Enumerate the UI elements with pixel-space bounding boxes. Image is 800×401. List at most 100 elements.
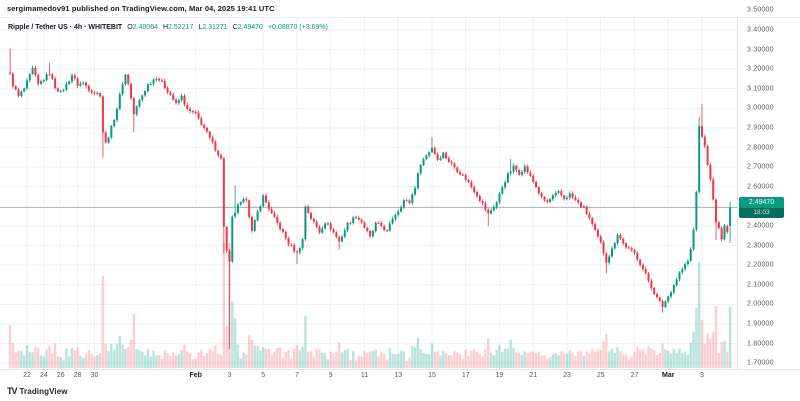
candle-body <box>197 112 200 119</box>
candle-body <box>385 230 388 232</box>
candle-body <box>357 217 360 220</box>
volume-bar <box>309 351 313 368</box>
volume-bar <box>456 352 459 368</box>
candle-body <box>93 92 96 94</box>
volume-bar <box>146 349 150 368</box>
time-axis-label: 22 <box>23 372 31 379</box>
candle-body <box>90 90 93 93</box>
volume-bar <box>655 355 659 368</box>
candle-body <box>340 236 343 242</box>
volume-bar <box>281 357 285 368</box>
volume-bar <box>717 353 721 368</box>
candle-body <box>360 219 363 223</box>
candle-body <box>729 207 732 226</box>
volume-bar <box>262 346 265 368</box>
ohlc-high: H2.52217 <box>162 24 194 31</box>
candle-body <box>298 248 301 253</box>
candle-body <box>355 217 358 219</box>
candle-body <box>124 74 127 85</box>
volume-bar <box>259 350 262 368</box>
candle-body <box>366 227 369 232</box>
tradingview-logo[interactable]: TV TradingView <box>7 386 68 396</box>
price-axis-label: 3.30000 <box>747 46 774 53</box>
candle-body <box>684 264 687 270</box>
candle-body <box>169 92 172 95</box>
candle-body <box>104 132 107 143</box>
candle-body <box>138 99 141 107</box>
volume-bar <box>343 349 346 368</box>
candle-body <box>110 125 113 138</box>
candle-body <box>639 259 642 265</box>
symbol-title[interactable]: Ripple / Tether US · 4h · WHITEBIT <box>8 24 123 31</box>
candle-body <box>107 137 110 143</box>
volume-bar <box>546 358 549 368</box>
candle-body <box>276 216 279 223</box>
volume-bar <box>256 346 259 368</box>
ohlc-low: L2.31271 <box>198 24 228 31</box>
candle-body <box>723 225 726 240</box>
price-axis-label: 1.90000 <box>747 320 774 328</box>
volume-bar <box>236 344 240 368</box>
volume-bar <box>326 359 330 368</box>
volume-bar <box>672 348 676 368</box>
ohlc-close: C2.49470 <box>232 24 263 31</box>
volume-bar <box>430 343 434 368</box>
volume-bar <box>442 350 445 368</box>
volume-bar <box>332 353 335 368</box>
candle-body <box>217 150 220 156</box>
candle-body <box>380 223 383 227</box>
candle-body <box>73 75 76 79</box>
volume-bar <box>402 351 406 368</box>
price-axis-label: 2.20000 <box>747 261 774 269</box>
candle-body <box>343 230 346 237</box>
price-axis-label: 3.10000 <box>747 85 774 93</box>
candle-body <box>248 200 251 217</box>
candle-body <box>644 269 647 274</box>
volume-bar <box>650 348 653 368</box>
volume-bar <box>481 356 484 368</box>
candle-body <box>554 192 557 196</box>
candle-body <box>588 213 591 218</box>
volume-bar <box>337 342 341 368</box>
time-axis-label: 11 <box>360 372 369 379</box>
volume-bar <box>354 360 358 368</box>
candle-body <box>641 264 644 270</box>
candle-body <box>706 146 709 165</box>
candle-body <box>87 85 90 91</box>
volume-bar <box>394 354 397 368</box>
candle-body <box>99 93 102 97</box>
volume-bar <box>652 349 656 368</box>
price-axis-label: 1.80000 <box>747 340 774 347</box>
candle-body <box>692 229 695 250</box>
volume-bar <box>174 355 178 368</box>
volume-bar <box>413 347 417 368</box>
volume-bar <box>419 349 422 368</box>
candle-body <box>414 188 417 195</box>
candle-body <box>726 225 729 233</box>
candle-body <box>391 218 394 224</box>
candle-body <box>371 230 374 237</box>
time-axis-label: 30 <box>90 372 99 379</box>
volume-bar <box>596 348 600 368</box>
candle-body <box>338 237 341 242</box>
price-axis-label: 3.20000 <box>747 65 774 73</box>
time-axis-label: Feb <box>189 372 202 379</box>
volume-bar <box>87 349 91 368</box>
last-price-value: 2.49470 <box>739 197 784 208</box>
volume-bar <box>630 356 633 368</box>
candle-body <box>54 78 57 89</box>
time-axis-label: 23 <box>563 372 571 379</box>
candle-body <box>295 251 298 253</box>
volume-bar <box>250 339 254 368</box>
volume-bar <box>177 354 181 368</box>
time-axis-label: 7 <box>295 372 299 379</box>
price-axis-label: 2.10000 <box>747 281 774 289</box>
candle-body <box>208 131 211 138</box>
volume-bar <box>222 243 226 368</box>
candle-body <box>636 252 639 260</box>
candle-body <box>422 159 425 166</box>
volume-bar <box>202 355 206 368</box>
candle-body <box>560 191 563 196</box>
candle-body <box>250 216 253 231</box>
